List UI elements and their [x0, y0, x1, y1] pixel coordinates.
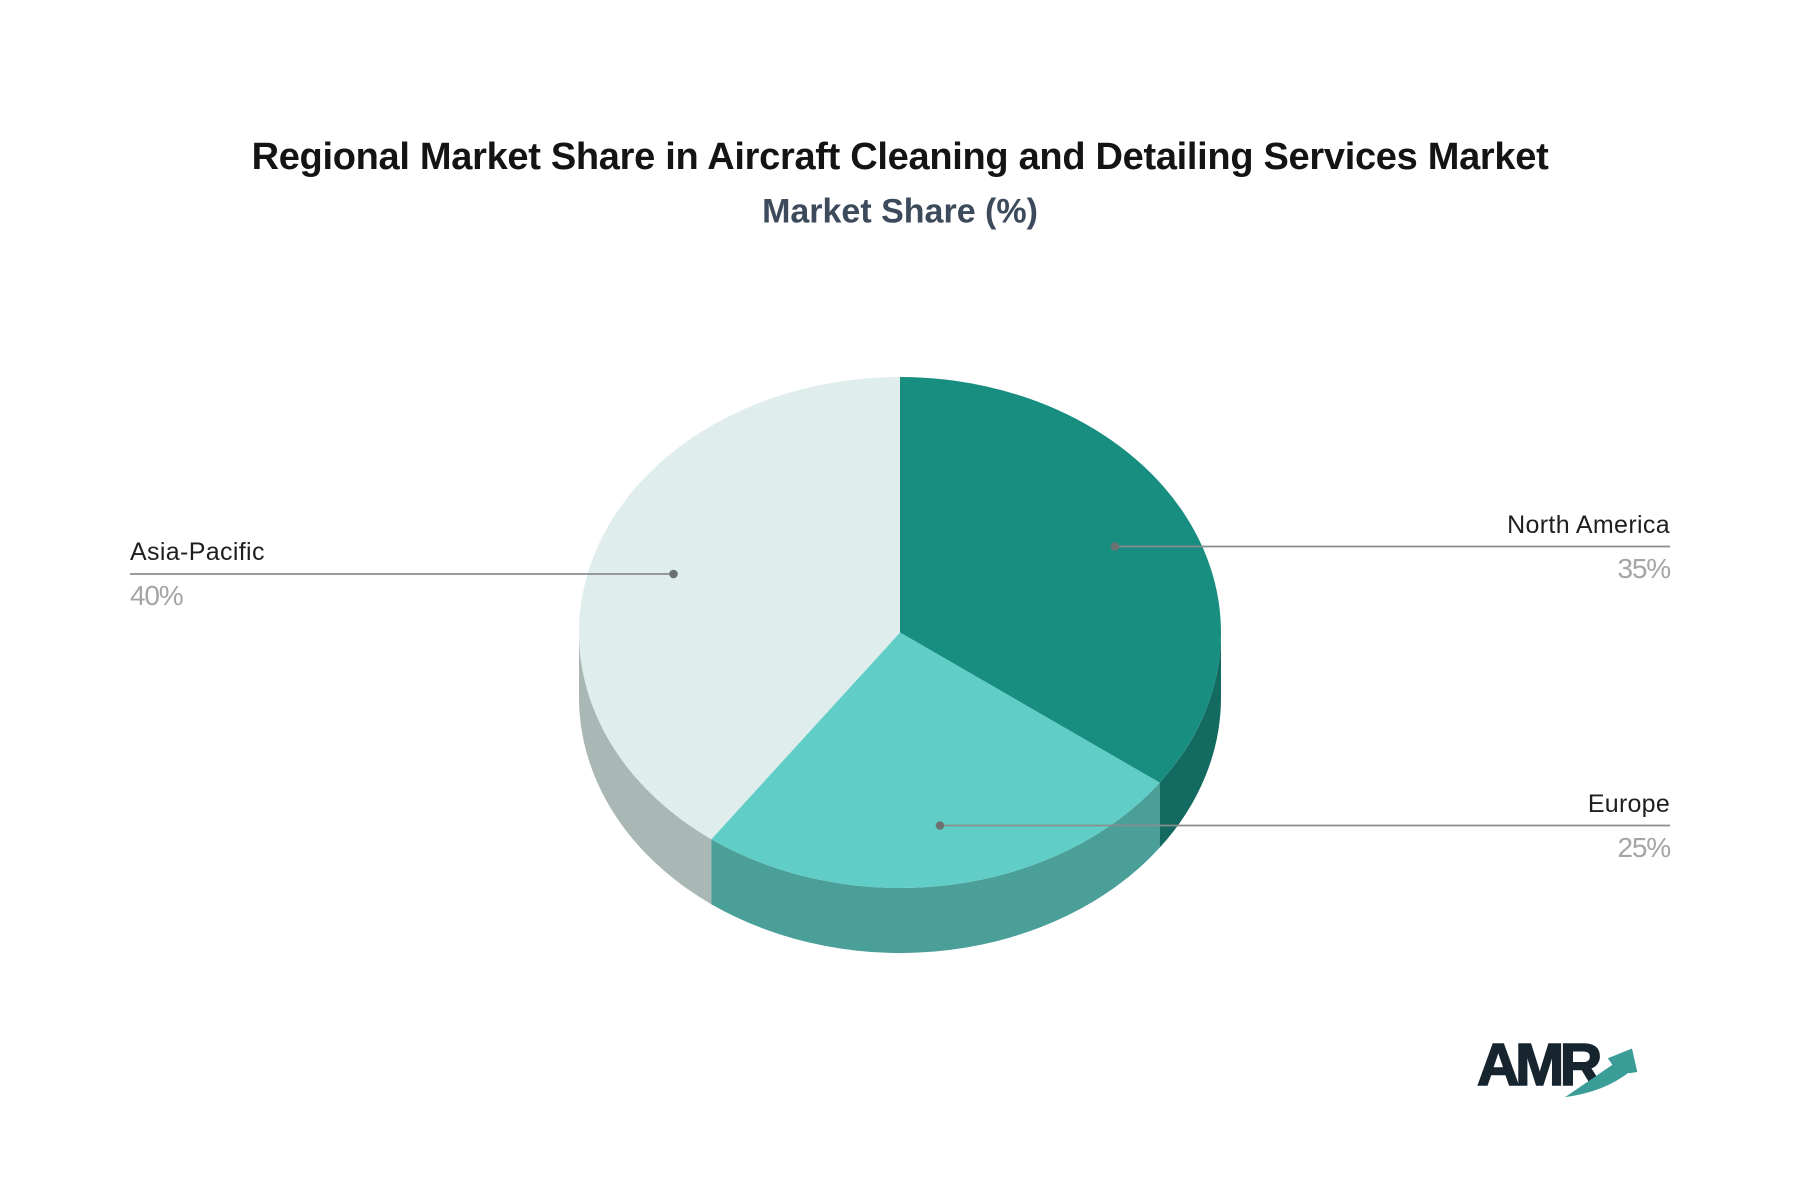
svg-text:25%: 25% — [1618, 832, 1671, 863]
svg-text:North America: North America — [1507, 511, 1670, 539]
svg-text:40%: 40% — [130, 580, 183, 611]
svg-text:Europe: Europe — [1588, 790, 1670, 818]
svg-text:Regional Market Share in Aircr: Regional Market Share in Aircraft Cleani… — [252, 136, 1549, 178]
svg-text:Asia-Pacific: Asia-Pacific — [130, 538, 265, 566]
svg-text:Market Share (%): Market Share (%) — [762, 193, 1038, 231]
svg-text:35%: 35% — [1618, 553, 1671, 584]
